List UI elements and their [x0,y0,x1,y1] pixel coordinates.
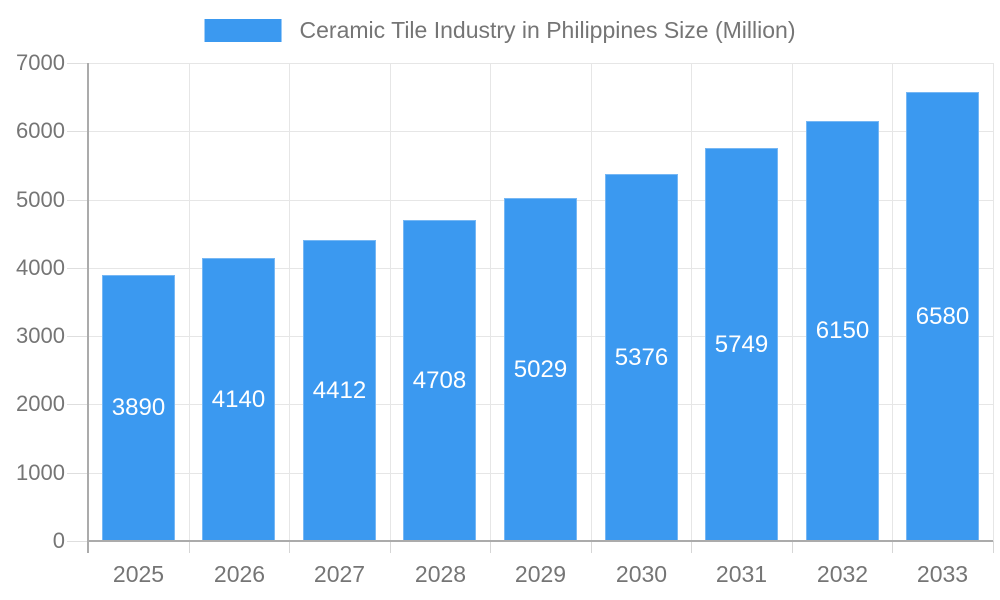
x-gridline [993,63,994,541]
x-axis-label: 2025 [112,561,165,587]
y-axis-label: 6000 [16,118,65,143]
x-axis-tick [892,541,893,553]
y-gridline [88,63,993,64]
bar-value-label: 4412 [312,377,367,404]
y-axis-label: 0 [52,528,65,553]
x-gridline [490,63,491,541]
x-axis-label: 2031 [715,561,768,587]
x-gridline [591,63,592,541]
chart-legend: Ceramic Tile Industry in Philippines Siz… [204,17,796,43]
x-gridline [691,63,692,541]
x-axis-tick [289,541,290,553]
y-axis-tick [67,404,88,405]
x-axis-label: 2029 [514,561,567,587]
bar-value-label: 6580 [915,303,970,330]
y-axis-tick [67,268,88,269]
x-axis-tick [591,541,592,553]
x-axis-tick [691,541,692,553]
x-gridline [792,63,793,541]
legend-swatch-icon [204,19,282,43]
x-axis-label: 2027 [313,561,366,587]
x-axis-label: 2033 [916,561,969,587]
y-axis-label: 2000 [16,391,65,416]
bar-2026 [202,258,275,541]
x-axis-line [87,540,993,542]
y-axis-label: 5000 [16,187,65,212]
y-axis-tick [67,336,88,337]
x-axis-label: 2028 [414,561,467,587]
bar-2030 [605,174,678,541]
x-axis-tick [390,541,391,553]
y-axis-tick [67,200,88,201]
bar-2031 [705,148,778,541]
x-axis-tick [490,541,491,553]
x-gridline [189,63,190,541]
y-axis-tick [67,473,88,474]
x-axis-label: 2032 [816,561,869,587]
bar-2027 [303,240,376,541]
bar-value-label: 5029 [513,356,568,383]
bar-2025 [102,275,175,541]
bar-2028 [403,220,476,541]
bar-value-label: 3890 [111,394,166,421]
legend-label: Ceramic Tile Industry in Philippines Siz… [299,17,796,43]
bar-2029 [504,198,577,541]
bar-value-label: 4708 [412,367,467,394]
bar-value-label: 5376 [614,344,669,371]
y-axis-label: 4000 [16,255,65,280]
y-axis-tick [67,541,88,542]
x-axis-tick [792,541,793,553]
y-gridline [88,131,993,132]
x-gridline [289,63,290,541]
x-axis-label: 2030 [615,561,668,587]
y-axis-label: 7000 [16,50,65,75]
y-axis-tick [67,131,88,132]
y-axis-label: 3000 [16,323,65,348]
x-axis-tick [993,541,994,553]
bar-value-label: 6150 [815,317,870,344]
x-axis-tick [189,541,190,553]
bar-value-label: 4140 [211,386,266,413]
x-gridline [892,63,893,541]
bar-2033 [906,92,979,541]
x-axis-label: 2026 [213,561,266,587]
y-axis-line [87,63,89,553]
x-gridline [390,63,391,541]
y-axis-label: 1000 [16,460,65,485]
bar-2032 [806,121,879,541]
y-axis-tick [67,63,88,64]
bar-value-label: 5749 [714,331,769,358]
